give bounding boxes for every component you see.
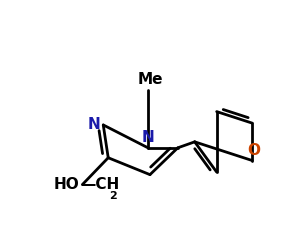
Text: N: N bbox=[142, 130, 154, 145]
Text: N: N bbox=[88, 117, 100, 132]
Text: HO: HO bbox=[54, 177, 79, 192]
Text: Me: Me bbox=[137, 72, 163, 87]
Text: 2: 2 bbox=[109, 191, 117, 201]
Text: O: O bbox=[248, 143, 261, 158]
Text: —CH: —CH bbox=[80, 177, 120, 192]
